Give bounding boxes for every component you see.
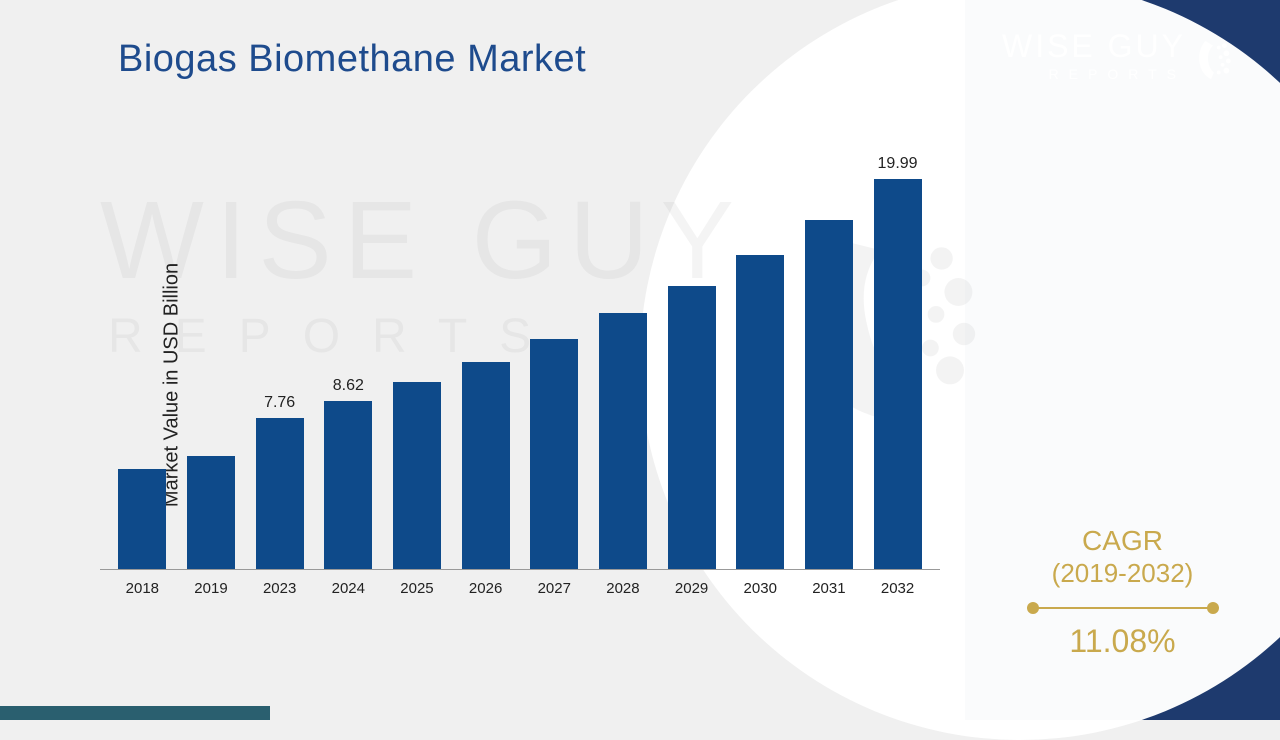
bar-2025 [393,382,441,569]
bar [668,286,716,569]
cagr-range: (2019-2032) [1005,558,1240,589]
x-tick-label: 2025 [393,580,441,597]
bar-value-label: 7.76 [256,394,304,412]
bar [530,339,578,569]
chart-title: Biogas Biomethane Market [118,38,586,81]
bar-2030 [736,255,784,569]
cagr-title: CAGR [1005,524,1240,558]
bar [462,362,510,569]
cagr-value: 11.08% [1005,623,1240,660]
x-tick-label: 2030 [736,580,784,597]
chart-area: Market Value in USD Billion 7.768.6219.9… [60,160,940,610]
x-tick-label: 2032 [874,580,922,597]
bar-value-label: 19.99 [874,155,922,173]
x-tick-label: 2023 [256,580,304,597]
brand-logo: WISE GUY REPORTS [1002,30,1240,82]
bar-2027 [530,339,578,569]
chart-plot: 7.768.6219.99 20182019202320242025202620… [100,160,940,570]
bar [187,456,235,569]
bar-2028 [599,313,647,569]
x-tick-label: 2028 [599,580,647,597]
bar [736,255,784,569]
bar [805,220,853,569]
bar-2018 [118,469,166,569]
x-tick-label: 2027 [530,580,578,597]
x-labels-container: 2018 2019 2023 2024 2025 2026 2027 2028 2029 2030… [100,580,940,597]
bar-2032: 19.99 [874,179,922,569]
bottom-accent-bar [0,706,270,720]
bar-2031 [805,220,853,569]
bar-2019 [187,456,235,569]
bar-2023: 7.76 [256,418,304,570]
cagr-block: CAGR (2019-2032) 11.08% [1005,524,1240,660]
bar-value-label: 8.62 [324,377,372,395]
bar [118,469,166,569]
x-tick-label: 2029 [668,580,716,597]
x-tick-label: 2031 [805,580,853,597]
bar [324,401,372,569]
cagr-divider [1033,607,1213,609]
bar [256,418,304,570]
x-tick-label: 2026 [462,580,510,597]
x-tick-label: 2018 [118,580,166,597]
x-tick-label: 2019 [187,580,235,597]
bar-2026 [462,362,510,569]
x-tick-label: 2024 [324,580,372,597]
logo-head-icon [1188,36,1236,84]
bars-container: 7.76 8.62 19.99 [100,160,940,569]
bar [599,313,647,569]
bar-2024: 8.62 [324,401,372,569]
bar [393,382,441,569]
bar-2029 [668,286,716,569]
bar [874,179,922,569]
